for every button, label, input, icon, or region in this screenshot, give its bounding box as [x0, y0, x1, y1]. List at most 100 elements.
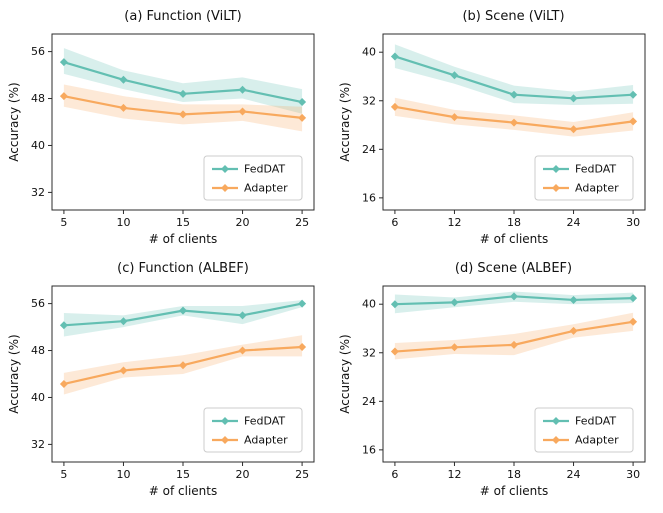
chart-canvas-c: 32 40 48 56 5 10 15 20 25 # of clients Accuracy (%… — [7, 285, 315, 498]
y-tick-label: 24 — [362, 143, 376, 156]
chart-canvas-b: 16 24 32 40 6 12 18 24 30 # of clients Accuracy (%… — [338, 33, 645, 246]
x-tick-label: 6 — [391, 468, 398, 481]
series-marker-feddat — [628, 90, 637, 99]
x-tick-label: 18 — [507, 216, 521, 229]
series-marker-feddat — [509, 90, 518, 99]
x-tick-label: 10 — [116, 468, 130, 481]
panel-d-scene-albef: (d) Scene (ALBEF) 16 24 32 40 6 12 18 24 30 # of … — [337, 260, 657, 510]
y-tick-label: 40 — [362, 46, 376, 59]
series-marker-adapter — [628, 317, 637, 326]
series-marker-adapter — [298, 113, 307, 122]
legend-label-adapter: Adapter — [244, 182, 288, 195]
x-tick-label: 30 — [626, 216, 640, 229]
y-tick-label: 40 — [362, 297, 376, 310]
series-marker-feddat — [179, 306, 187, 315]
y-tick-label: 40 — [31, 390, 45, 403]
y-tick-label: 48 — [31, 92, 45, 105]
y-tick-label: 24 — [362, 394, 376, 407]
series-marker-adapter — [509, 118, 518, 127]
legend-marker-adapter — [221, 184, 229, 192]
x-tick-label: 24 — [566, 468, 580, 481]
x-tick-label: 15 — [176, 468, 190, 481]
series-marker-feddat — [509, 291, 518, 300]
legend-label-adapter: Adapter — [244, 433, 288, 446]
x-tick-label: 30 — [626, 468, 640, 481]
panel-c-function-albef: (c) Function (ALBEF) 32 40 48 56 5 10 15 20 25 # … — [6, 260, 326, 510]
legend-label-adapter: Adapter — [575, 182, 619, 195]
y-tick-label: 40 — [31, 139, 45, 152]
y-axis-label: Accuracy (%) — [338, 334, 352, 413]
x-axis-label: # of clients — [149, 232, 217, 246]
series-marker-adapter — [119, 103, 128, 112]
series-marker-adapter — [628, 117, 637, 126]
legend-marker-feddat — [551, 416, 560, 425]
y-tick-label: 16 — [362, 443, 376, 456]
x-tick-label: 12 — [447, 468, 461, 481]
series-marker-adapter — [298, 342, 307, 351]
y-tick-label: 32 — [31, 186, 45, 199]
x-tick-label: 25 — [295, 468, 309, 481]
x-tick-label: 20 — [236, 216, 250, 229]
legend-marker-adapter — [551, 435, 560, 444]
y-axis-label: Accuracy (%) — [7, 82, 21, 161]
series-marker-feddat — [298, 299, 307, 308]
series-marker-feddat — [628, 293, 637, 302]
series-marker-adapter — [449, 342, 458, 351]
x-tick-label: 18 — [507, 468, 521, 481]
x-tick-label: 25 — [295, 216, 309, 229]
series-marker-feddat — [569, 295, 578, 304]
series-marker-feddat — [238, 310, 247, 319]
series-marker-feddat — [119, 316, 128, 325]
legend-label-feddat: FedDAT — [575, 163, 616, 176]
y-tick-label: 32 — [362, 346, 376, 359]
x-tick-label: 20 — [236, 468, 250, 481]
series-marker-adapter — [59, 379, 68, 388]
legend-marker-adapter — [551, 184, 560, 192]
series-marker-adapter — [59, 92, 68, 101]
x-tick-label: 6 — [391, 216, 398, 229]
x-tick-label: 24 — [566, 216, 580, 229]
legend-label-feddat: FedDAT — [244, 414, 285, 427]
chart-canvas-a: 32 40 48 56 5 10 15 20 25 # of clients Accuracy (%… — [7, 33, 315, 246]
x-axis-label: # of clients — [149, 484, 217, 498]
y-tick-label: 56 — [31, 297, 45, 310]
panel-a-function-vilt: (a) Function (ViLT) 32 40 48 56 5 10 15 20 25 # o… — [6, 8, 326, 258]
legend-label-feddat: FedDAT — [244, 163, 285, 176]
series-marker-feddat — [298, 98, 307, 107]
x-tick-label: 15 — [176, 216, 190, 229]
confidence-band-adapter — [394, 312, 633, 359]
series-marker-feddat — [390, 52, 399, 61]
x-tick-label: 5 — [60, 468, 67, 481]
y-tick-label: 32 — [31, 437, 45, 450]
series-marker-adapter — [449, 113, 458, 122]
series-marker-adapter — [390, 347, 399, 356]
panel-b-scene-vilt: (b) Scene (ViLT) 16 24 32 40 6 12 18 24 30 # of c… — [337, 8, 657, 258]
y-tick-label: 16 — [362, 191, 376, 204]
chart-title-a: (a) Function (ViLT) — [124, 9, 242, 24]
x-tick-label: 10 — [116, 216, 130, 229]
series-marker-feddat — [449, 71, 458, 80]
series-marker-adapter — [238, 107, 247, 116]
chart-title-d: (d) Scene (ALBEF) — [454, 260, 573, 276]
chart-canvas-d: 16 24 32 40 6 12 18 24 30 # of clients Accuracy (%… — [338, 285, 645, 498]
legend-marker-adapter — [221, 435, 229, 444]
series-marker-adapter — [179, 360, 187, 369]
series-marker-adapter — [179, 110, 187, 119]
series-marker-feddat — [119, 75, 128, 84]
y-axis-label: Accuracy (%) — [7, 334, 21, 413]
legend-marker-feddat — [551, 165, 560, 173]
series-marker-adapter — [569, 326, 578, 335]
confidence-band-feddat — [63, 48, 303, 114]
series-marker-feddat — [59, 320, 68, 329]
x-tick-label: 12 — [447, 216, 461, 229]
legend-label-feddat: FedDAT — [575, 414, 616, 427]
series-marker-feddat — [179, 89, 187, 98]
y-axis-label: Accuracy (%) — [338, 82, 352, 161]
legend-marker-feddat — [221, 165, 229, 173]
series-marker-feddat — [59, 58, 68, 67]
legend-marker-feddat — [221, 416, 229, 425]
x-tick-label: 5 — [60, 216, 67, 229]
series-marker-adapter — [238, 346, 247, 355]
y-tick-label: 48 — [31, 344, 45, 357]
